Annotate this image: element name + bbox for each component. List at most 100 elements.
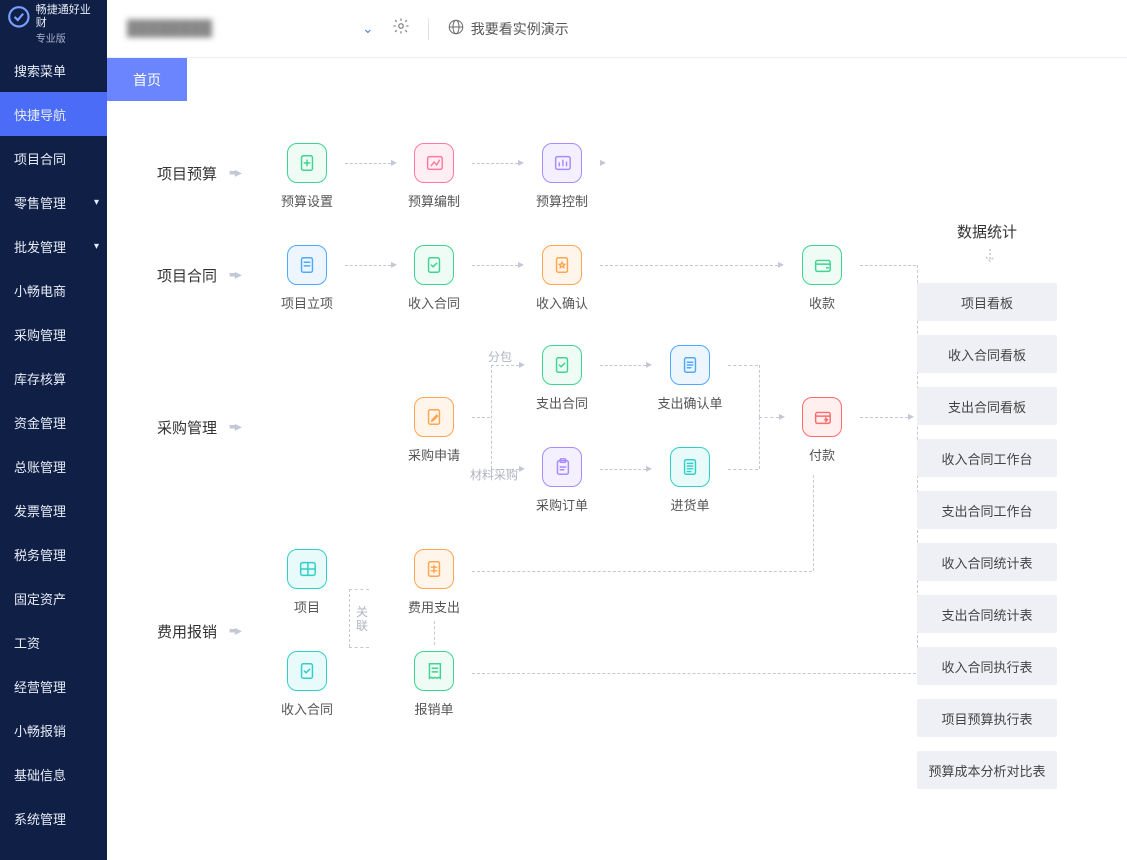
bars-icon (542, 143, 582, 183)
sidebar-item-10[interactable]: 发票管理 (0, 488, 107, 532)
sidebar-item-label: 工资 (14, 633, 40, 652)
sidebar-item-3[interactable]: 零售管理 ▾ (0, 180, 107, 224)
node-label: 预算控制 (527, 191, 597, 210)
doc-plus-icon (287, 143, 327, 183)
stat-button-2[interactable]: 支出合同看板 (917, 387, 1057, 425)
logo-area: 畅捷通好业财 专业版 (0, 0, 107, 48)
tab-home[interactable]: 首页 (107, 58, 187, 101)
node-label: 项目立项 (272, 293, 342, 312)
doc-pen-icon (414, 397, 454, 437)
stat-button-6[interactable]: 支出合同统计表 (917, 595, 1057, 633)
sidebar-item-2[interactable]: 项目合同 (0, 136, 107, 180)
org-selector[interactable]: ████████ ⌄ (125, 20, 374, 37)
connector (345, 163, 391, 164)
stat-button-9[interactable]: 预算成本分析对比表 (917, 751, 1057, 789)
sidebar-item-0[interactable]: 搜索菜单 (0, 48, 107, 92)
gear-icon[interactable] (392, 17, 410, 40)
doc-lines-icon (670, 447, 710, 487)
sidebar-item-6[interactable]: 采购管理 (0, 312, 107, 356)
connector (472, 673, 916, 674)
node-expend_cf[interactable]: 支出确认单 (655, 345, 725, 412)
node-label: 费用支出 (399, 597, 469, 616)
stat-button-7[interactable]: 收入合同执行表 (917, 647, 1057, 685)
stat-button-8[interactable]: 项目预算执行表 (917, 699, 1057, 737)
node-budget_ctrl[interactable]: 预算控制 (527, 143, 597, 210)
node-label: 预算编制 (399, 191, 469, 210)
sidebar-item-16[interactable]: 基础信息 (0, 752, 107, 796)
row-arrow-icon: ▪▪▸ (229, 622, 240, 639)
node-budget_make[interactable]: 预算编制 (399, 143, 469, 210)
sidebar-item-11[interactable]: 税务管理 (0, 532, 107, 576)
arrow-down-icon (983, 247, 997, 272)
sidebar-item-13[interactable]: 工资 (0, 620, 107, 664)
sidebar-item-label: 资金管理 (14, 413, 66, 432)
connector (860, 265, 916, 266)
node-project[interactable]: 项目 (272, 549, 342, 616)
node-income_ct[interactable]: 收入合同 (399, 245, 469, 312)
stat-button-1[interactable]: 收入合同看板 (917, 335, 1057, 373)
stat-button-0[interactable]: 项目看板 (917, 283, 1057, 321)
tab-bar: 首页 (107, 58, 1127, 101)
row-label-1: 项目合同 (157, 265, 217, 286)
node-receipt[interactable]: 收款 (787, 245, 857, 312)
connector (349, 647, 369, 648)
node-label: 预算设置 (272, 191, 342, 210)
sidebar-item-label: 快捷导航 (14, 105, 66, 124)
row-label-3: 费用报销 (157, 621, 217, 642)
node-purchase_req[interactable]: 采购申请 (399, 397, 469, 464)
node-label: 收入确认 (527, 293, 597, 312)
sidebar-item-label: 小畅报销 (14, 721, 66, 740)
sidebar-item-17[interactable]: 系统管理 (0, 796, 107, 840)
node-purchase_ord[interactable]: 采购订单 (527, 447, 597, 514)
caret-down-icon: ▾ (94, 197, 99, 208)
connector (600, 469, 646, 470)
wallet-out-icon (802, 397, 842, 437)
connector (349, 589, 369, 590)
label-material: 材料采购 (470, 466, 518, 483)
sidebar-item-8[interactable]: 资金管理 (0, 400, 107, 444)
connector (728, 469, 758, 470)
connector (472, 163, 518, 164)
node-income_cf[interactable]: 收入确认 (527, 245, 597, 312)
doc-check-icon (287, 651, 327, 691)
stat-button-4[interactable]: 支出合同工作台 (917, 491, 1057, 529)
connector (472, 571, 812, 572)
node-reimburse[interactable]: 报销单 (399, 651, 469, 718)
node-budget_set[interactable]: 预算设置 (272, 143, 342, 210)
sidebar-item-9[interactable]: 总账管理 (0, 444, 107, 488)
node-label: 收入合同 (399, 293, 469, 312)
sidebar-item-label: 基础信息 (14, 765, 66, 784)
node-proj_init[interactable]: 项目立项 (272, 245, 342, 312)
doc-check-icon (414, 245, 454, 285)
sidebar-item-7[interactable]: 库存核算 (0, 356, 107, 400)
sidebar-item-12[interactable]: 固定资产 (0, 576, 107, 620)
sidebar-item-15[interactable]: 小畅报销 (0, 708, 107, 752)
stat-button-5[interactable]: 收入合同统计表 (917, 543, 1057, 581)
sidebar-item-label: 经营管理 (14, 677, 66, 696)
stat-button-3[interactable]: 收入合同工作台 (917, 439, 1057, 477)
node-label: 收入合同 (272, 699, 342, 718)
node-expense_out[interactable]: 费用支出 (399, 549, 469, 616)
logo-icon (6, 4, 32, 30)
sidebar-item-label: 零售管理 (14, 193, 66, 212)
node-label: 进货单 (655, 495, 725, 514)
app-edition: 专业版 (36, 30, 101, 45)
receipt-icon (414, 651, 454, 691)
sidebar-item-label: 总账管理 (14, 457, 66, 476)
sidebar-item-5[interactable]: 小畅电商 (0, 268, 107, 312)
connector (759, 365, 760, 417)
flow-canvas: 项目预算▪▪▸项目合同▪▪▸采购管理▪▪▸费用报销▪▪▸ 预算设置预算编制预算控… (107, 101, 1127, 860)
sidebar-item-1[interactable]: 快捷导航 (0, 92, 107, 136)
node-income_ct2[interactable]: 收入合同 (272, 651, 342, 718)
demo-link[interactable]: 我要看实例演示 (447, 18, 569, 39)
node-goods_in[interactable]: 进货单 (655, 447, 725, 514)
header: ████████ ⌄ 我要看实例演示 (107, 0, 1127, 58)
node-payment[interactable]: 付款 (787, 397, 857, 464)
sidebar-item-14[interactable]: 经营管理 (0, 664, 107, 708)
row-arrow-icon: ▪▪▸ (229, 164, 240, 181)
sidebar-item-label: 系统管理 (14, 809, 66, 828)
sidebar-item-4[interactable]: 批发管理▾ (0, 224, 107, 268)
sidebar-item-label: 搜索菜单 (14, 61, 66, 80)
node-expend_ct[interactable]: 支出合同 (527, 345, 597, 412)
chart-icon (414, 143, 454, 183)
